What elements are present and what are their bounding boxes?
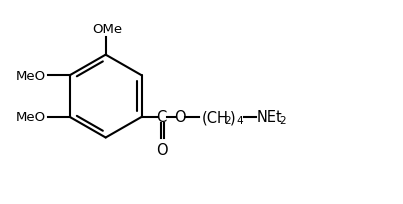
Text: C: C <box>156 110 167 125</box>
Text: 2: 2 <box>279 115 285 125</box>
Text: ): ) <box>230 110 236 125</box>
Text: (CH: (CH <box>202 110 228 125</box>
Text: 4: 4 <box>236 115 243 125</box>
Text: NEt: NEt <box>257 110 283 125</box>
Text: MeO: MeO <box>16 70 46 82</box>
Text: OMe: OMe <box>93 23 123 36</box>
Text: O: O <box>174 110 185 125</box>
Text: 2: 2 <box>224 115 231 125</box>
Text: O: O <box>156 143 168 158</box>
Text: MeO: MeO <box>16 111 46 124</box>
